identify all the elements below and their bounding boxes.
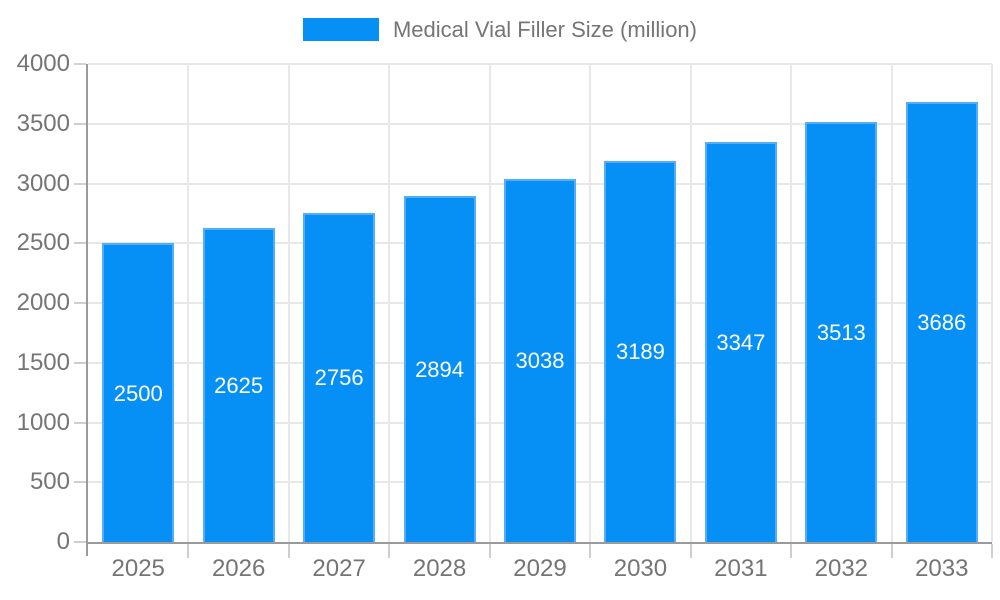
y-axis-label: 500 bbox=[29, 468, 70, 496]
gridline-vertical bbox=[790, 64, 793, 542]
x-axis-tick bbox=[790, 544, 793, 558]
bar-value-label: 2894 bbox=[415, 357, 465, 383]
bar-value-label: 3686 bbox=[917, 309, 967, 335]
gridline-vertical bbox=[388, 64, 391, 542]
bar-2026[interactable]: 2625 bbox=[202, 228, 275, 542]
x-axis-tick bbox=[890, 544, 893, 558]
bar-value-label: 3347 bbox=[716, 330, 766, 356]
gridline-horizontal bbox=[88, 122, 992, 125]
gridline-vertical bbox=[890, 64, 893, 542]
x-axis-label: 2033 bbox=[915, 555, 969, 582]
x-axis-label: 2025 bbox=[111, 555, 165, 582]
x-axis-label: 2030 bbox=[613, 555, 668, 582]
y-axis-tick bbox=[74, 122, 86, 125]
gridline-vertical bbox=[287, 64, 290, 542]
x-axis-tick bbox=[388, 544, 391, 558]
bar-value-label: 3038 bbox=[515, 348, 565, 374]
x-axis-line bbox=[86, 542, 992, 544]
legend-color-swatch bbox=[302, 18, 379, 41]
x-axis-label: 2029 bbox=[513, 555, 567, 582]
legend-item[interactable]: Medical Vial Filler Size (million) bbox=[302, 17, 697, 42]
x-axis-tick bbox=[689, 544, 692, 558]
bar-value-label: 2500 bbox=[113, 380, 163, 406]
x-axis-label: 2031 bbox=[714, 555, 768, 582]
bar-2029[interactable]: 3038 bbox=[504, 178, 576, 542]
y-axis-label: 4000 bbox=[16, 50, 70, 77]
y-axis-label: 0 bbox=[56, 528, 70, 555]
y-axis-label: 1000 bbox=[16, 408, 70, 436]
y-axis-label: 3000 bbox=[16, 169, 70, 197]
x-axis-label: 2032 bbox=[814, 555, 869, 582]
x-axis-tick bbox=[589, 544, 592, 558]
legend-label: Medical Vial Filler Size (million) bbox=[392, 17, 697, 42]
bar-value-label: 3189 bbox=[615, 339, 665, 365]
x-axis-label: 2028 bbox=[412, 555, 467, 582]
bar-value-label: 3513 bbox=[816, 320, 866, 346]
bar-value-label: 2756 bbox=[314, 365, 364, 391]
y-axis-label: 2500 bbox=[16, 229, 70, 257]
plot-area: 0 500 1000 1500 2000 2500 3000 3500 4000 2500 2025… bbox=[17, 50, 993, 582]
y-axis-tick bbox=[74, 481, 86, 484]
x-axis-tick bbox=[991, 544, 993, 558]
y-axis-tick bbox=[74, 421, 86, 424]
y-axis-line bbox=[86, 64, 88, 556]
chart-legend: Medical Vial Filler Size (million) bbox=[0, 18, 1000, 41]
x-axis-tick bbox=[187, 544, 190, 558]
gridline-vertical bbox=[488, 64, 491, 542]
y-axis-label: 3500 bbox=[16, 109, 70, 137]
y-axis-label: 2000 bbox=[16, 289, 70, 316]
y-axis-tick bbox=[74, 302, 86, 304]
bar-2030[interactable]: 3189 bbox=[604, 160, 677, 542]
x-axis-label: 2027 bbox=[312, 555, 366, 582]
bar-2025[interactable]: 2500 bbox=[102, 243, 175, 542]
x-axis-tick bbox=[488, 544, 491, 558]
gridline-vertical bbox=[589, 64, 592, 542]
y-axis-tick bbox=[74, 361, 86, 364]
x-axis-label: 2026 bbox=[211, 555, 266, 582]
y-axis-tick bbox=[74, 182, 86, 185]
bar-2031[interactable]: 3347 bbox=[704, 142, 777, 542]
x-axis-tick bbox=[287, 544, 290, 558]
bar-2028[interactable]: 2894 bbox=[403, 196, 476, 542]
gridline-vertical bbox=[187, 64, 190, 542]
y-axis-tick bbox=[74, 63, 86, 65]
gridline-vertical bbox=[689, 64, 692, 542]
bar-2027[interactable]: 2756 bbox=[303, 212, 376, 542]
bar-2033[interactable]: 3686 bbox=[905, 101, 978, 542]
gridline-vertical bbox=[991, 64, 993, 542]
bar-value-label: 2625 bbox=[214, 373, 264, 399]
y-axis-tick bbox=[74, 541, 86, 543]
gridline-horizontal bbox=[88, 63, 992, 65]
bar-2032[interactable]: 3513 bbox=[805, 122, 878, 542]
y-axis-tick bbox=[74, 242, 86, 245]
y-axis-label: 1500 bbox=[16, 348, 70, 376]
